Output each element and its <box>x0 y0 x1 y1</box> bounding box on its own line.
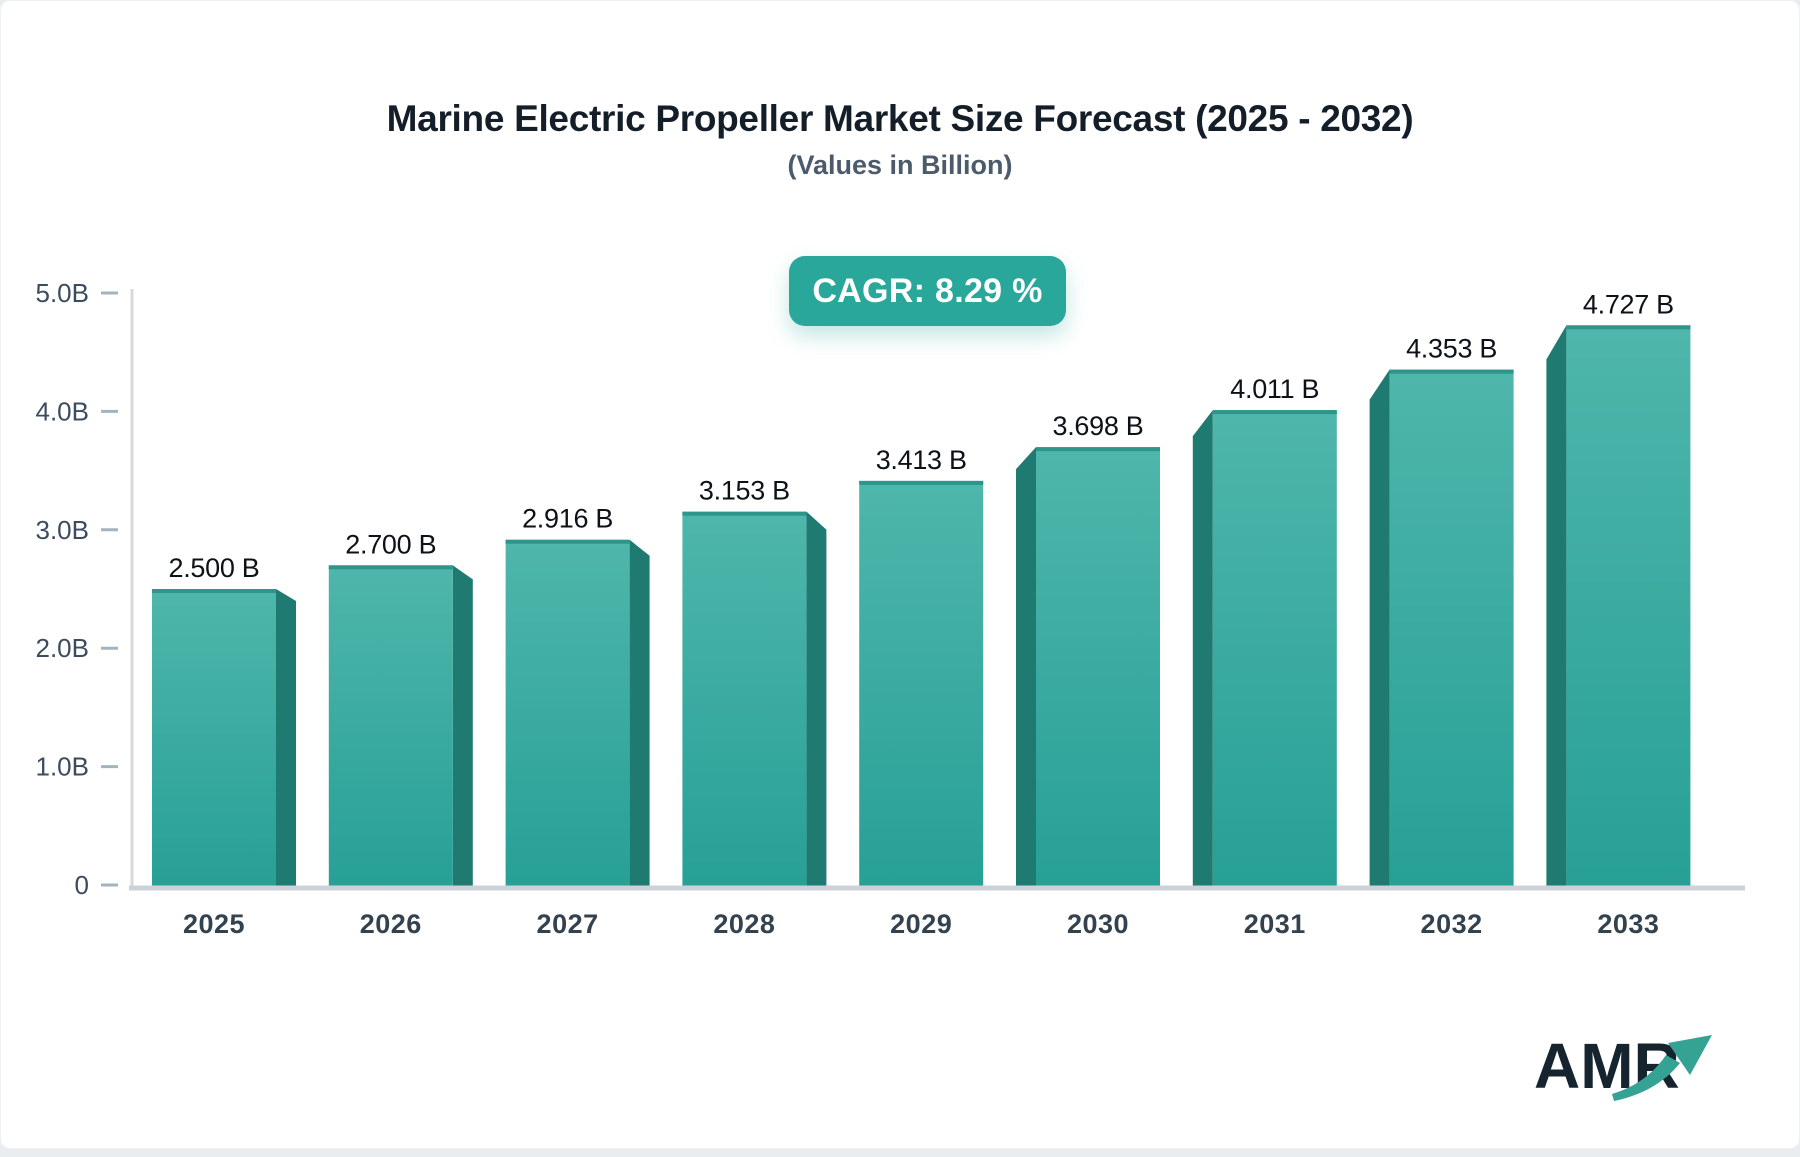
bar-top-cap <box>682 511 807 516</box>
x-axis-label: 2033 <box>1597 909 1659 939</box>
bar-top-cap <box>1212 410 1337 415</box>
bar-value-label: 4.011 B <box>1230 374 1319 404</box>
bar <box>1566 325 1691 886</box>
bar-value-label: 4.727 B <box>1583 289 1674 319</box>
y-axis-label: 1.0B <box>36 752 90 782</box>
bar-side-face <box>1016 447 1036 886</box>
bar-group-2033: 4.727 B 2033 <box>1546 289 1691 939</box>
bar <box>859 480 984 886</box>
bar-value-label: 3.413 B <box>876 445 967 475</box>
bar-group-2029: 3.413 B 2029 <box>859 445 984 939</box>
bar-top-cap <box>1389 369 1514 374</box>
x-axis-label: 2031 <box>1244 909 1306 939</box>
x-axis-label: 2030 <box>1067 909 1129 939</box>
bar-group-2026: 2.700 B 2026 <box>328 529 473 939</box>
bar <box>1212 410 1337 886</box>
bar <box>505 539 630 886</box>
bar-group-2025: 2.500 B 2025 <box>152 553 296 939</box>
bar-group-2028: 3.153 B 2028 <box>682 476 827 939</box>
chart-title: Marine Electric Propeller Market Size Fo… <box>386 98 1414 139</box>
bar-top-cap <box>505 539 630 544</box>
x-axis-label: 2026 <box>360 909 422 939</box>
bar-value-label: 4.353 B <box>1406 334 1497 364</box>
x-axis-label: 2029 <box>890 909 952 939</box>
y-axis-label: 2.0B <box>36 633 90 663</box>
y-axis-label: 0 <box>75 870 89 900</box>
bar-top-cap <box>859 480 984 485</box>
bar-value-label: 3.153 B <box>699 476 790 506</box>
amr-logo: AMR <box>1534 1029 1764 1119</box>
bar-value-label: 3.698 B <box>1053 411 1144 441</box>
arrow-head <box>1668 1035 1712 1075</box>
bar-side-face <box>452 565 473 886</box>
bar-side-face <box>806 511 827 886</box>
bar-group-2030: 3.698 B 2030 <box>1016 411 1160 939</box>
x-axis-label: 2028 <box>713 909 775 939</box>
bar-group-2032: 4.353 B 2032 <box>1369 334 1514 939</box>
bar <box>152 589 276 886</box>
bar <box>1036 447 1160 886</box>
bar-top-cap <box>328 565 453 570</box>
x-axis-label: 2032 <box>1421 909 1483 939</box>
bar <box>328 565 453 886</box>
bar-group-2031: 4.011 B 2031 <box>1192 374 1337 939</box>
amr-logo-text: AMR <box>1534 1030 1680 1102</box>
bar-side-face <box>1369 369 1390 886</box>
bar-value-label: 2.916 B <box>522 504 613 534</box>
bar-side-face <box>276 589 296 886</box>
arrow-swoosh <box>1612 1055 1680 1101</box>
bar-side-face <box>1192 410 1213 886</box>
bar-top-cap <box>1036 447 1160 452</box>
cagr-badge: CAGR: 8.29 % <box>789 256 1066 326</box>
bar-side-face <box>629 539 650 886</box>
x-axis-label: 2027 <box>537 909 599 939</box>
x-axis-label: 2025 <box>183 909 245 939</box>
bar-value-label: 2.500 B <box>169 553 260 583</box>
bar-top-cap <box>1566 325 1691 330</box>
bar-group-2027: 2.916 B 2027 <box>505 504 650 939</box>
bar <box>1389 369 1514 886</box>
bar-top-cap <box>152 589 276 593</box>
chart-subtitle: (Values in Billion) <box>787 150 1013 180</box>
amr-logo-arrow-icon <box>1612 1035 1712 1101</box>
bar <box>682 511 807 886</box>
y-axis-label: 3.0B <box>36 515 90 545</box>
y-axis-label: 4.0B <box>36 396 90 426</box>
bar-value-label: 2.700 B <box>345 529 436 559</box>
bar-side-face <box>1546 325 1567 886</box>
cagr-badge-label: CAGR: 8.29 % <box>812 271 1043 310</box>
y-axis-label: 5.0B <box>36 278 90 308</box>
